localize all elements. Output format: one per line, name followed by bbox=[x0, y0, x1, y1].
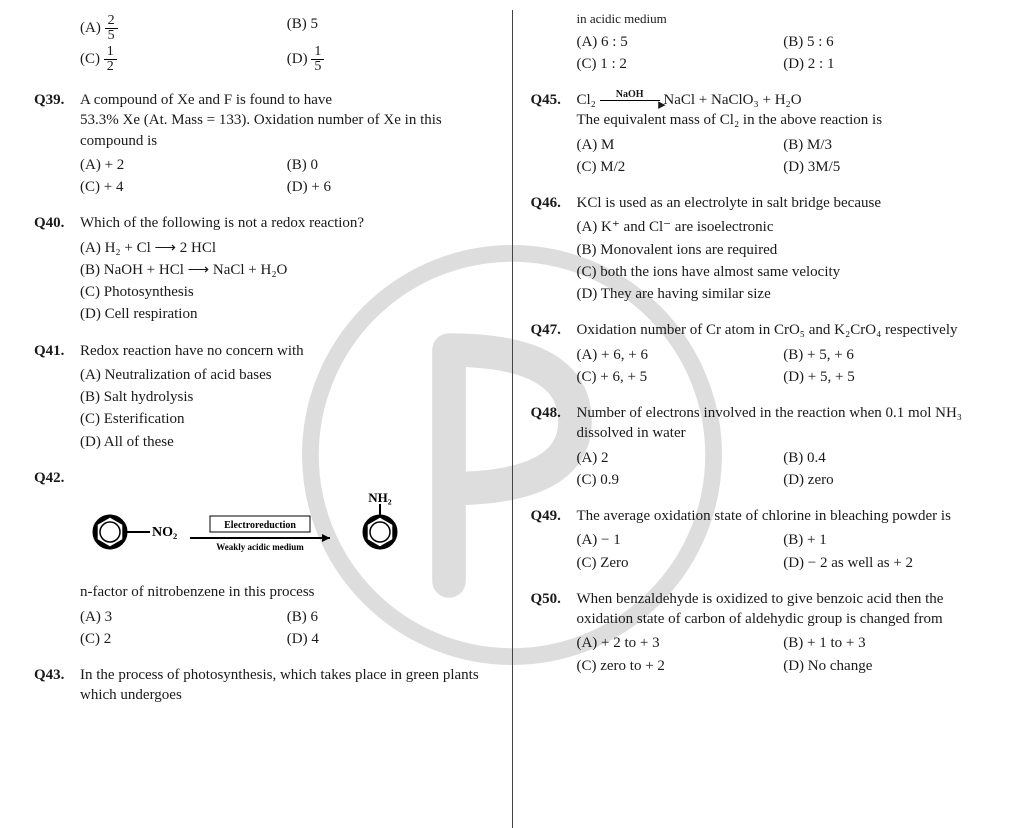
q47: Q47. Oxidation number of Cr atom in CrO₅… bbox=[530, 320, 990, 389]
q47-opt-b: (B) + 5, + 6 bbox=[783, 345, 990, 365]
q46-text: KCl is used as an electrolyte in salt br… bbox=[576, 193, 990, 213]
q48-opt-d: (D) zero bbox=[783, 470, 990, 490]
q50-opt-c: (C) zero to + 2 bbox=[576, 656, 783, 676]
q46-opt-a: (A) K⁺ and Cl⁻ are isoelectronic bbox=[576, 217, 990, 237]
q46-opt-c: (C) both the ions have almost same veloc… bbox=[576, 262, 990, 282]
q42-label: Q42. bbox=[34, 468, 80, 488]
q50: Q50. When benzaldehyde is oxidized to gi… bbox=[530, 589, 990, 678]
q41-label: Q41. bbox=[34, 341, 80, 361]
q40-opt-c: (C) Photosynthesis bbox=[80, 282, 494, 302]
q42: Q42. NO₂ Electrored bbox=[34, 468, 494, 651]
q49-opt-d: (D) − 2 as well as + 2 bbox=[783, 553, 990, 573]
q47-label: Q47. bbox=[530, 320, 576, 340]
q39-label: Q39. bbox=[34, 90, 80, 110]
q39-text: A compound of Xe and F is found to have … bbox=[80, 90, 494, 151]
q50-text: When benzaldehyde is oxidized to give be… bbox=[576, 589, 990, 630]
q38-opt-d: (D) 15 bbox=[287, 45, 494, 74]
q50-opt-b: (B) + 1 to + 3 bbox=[783, 633, 990, 653]
q48-opt-b: (B) 0.4 bbox=[783, 448, 990, 468]
q48-opt-c: (C) 0.9 bbox=[576, 470, 783, 490]
svg-text:NH₂: NH₂ bbox=[368, 492, 392, 505]
q42-opt-c: (C) 2 bbox=[80, 629, 287, 649]
q48-opt-a: (A) 2 bbox=[576, 448, 783, 468]
q41-opt-c: (C) Esterification bbox=[80, 409, 494, 429]
q46-opt-b: (B) Monovalent ions are required bbox=[576, 240, 990, 260]
left-column: (A) 25 (B) 5 (C) 12 (D) 15 Q3 bbox=[20, 10, 508, 828]
q46: Q46. KCl is used as an electrolyte in sa… bbox=[530, 193, 990, 306]
q42-caption: n-factor of nitrobenzene in this process bbox=[80, 582, 494, 602]
q42-opt-d: (D) 4 bbox=[287, 629, 494, 649]
q40-text: Which of the following is not a redox re… bbox=[80, 213, 494, 233]
q39-opt-d: (D) + 6 bbox=[287, 177, 494, 197]
q38-opt-b: (B) 5 bbox=[287, 14, 494, 43]
q47-opt-a: (A) + 6, + 6 bbox=[576, 345, 783, 365]
q49-opt-a: (A) − 1 bbox=[576, 530, 783, 550]
q46-opt-d: (D) They are having similar size bbox=[576, 284, 990, 304]
q41-text: Redox reaction have no concern with bbox=[80, 341, 494, 361]
q48-text: Number of electrons involved in the reac… bbox=[576, 403, 990, 444]
q45-text: Cl₂ NaOH ▸ NaCl + NaClO₃ + H₂O The equiv… bbox=[576, 90, 990, 131]
q39-opt-c: (C) + 4 bbox=[80, 177, 287, 197]
q39-opt-b: (B) 0 bbox=[287, 155, 494, 175]
q45: Q45. Cl₂ NaOH ▸ NaCl + NaClO₃ + H₂O The … bbox=[530, 90, 990, 179]
q46-label: Q46. bbox=[530, 193, 576, 213]
q49-label: Q49. bbox=[530, 506, 576, 526]
q45-opt-a: (A) M bbox=[576, 135, 783, 155]
q48-label: Q48. bbox=[530, 403, 576, 423]
q42-opt-b: (B) 6 bbox=[287, 607, 494, 627]
q39-opt-a: (A) + 2 bbox=[80, 155, 287, 175]
q49-opt-b: (B) + 1 bbox=[783, 530, 990, 550]
q44-fragtext: in acidic medium bbox=[576, 10, 990, 28]
q50-label: Q50. bbox=[530, 589, 576, 609]
q43: Q43. In the process of photosynthesis, w… bbox=[34, 665, 494, 706]
q42-reaction-diagram: NO₂ Electroreduction Weakly acidic mediu… bbox=[80, 492, 494, 578]
q50-opt-a: (A) + 2 to + 3 bbox=[576, 633, 783, 653]
q43-label: Q43. bbox=[34, 665, 80, 685]
q38-opt-a: (A) 25 bbox=[80, 14, 287, 43]
q41: Q41. Redox reaction have no concern with… bbox=[34, 341, 494, 454]
q50-opt-d: (D) No change bbox=[783, 656, 990, 676]
q38-options-fragment: (A) 25 (B) 5 (C) 12 (D) 15 bbox=[34, 14, 494, 76]
q42-box-text: Electroreduction bbox=[224, 520, 296, 531]
right-column: in acidic medium (A) 6 : 5 (B) 5 : 6 (C)… bbox=[516, 10, 1004, 828]
q45-opt-d: (D) 3M/5 bbox=[783, 157, 990, 177]
q49-text: The average oxidation state of chlorine … bbox=[576, 506, 990, 526]
column-divider bbox=[512, 10, 513, 828]
svg-text:NO₂: NO₂ bbox=[152, 525, 177, 540]
q40: Q40. Which of the following is not a red… bbox=[34, 213, 494, 326]
q49: Q49. The average oxidation state of chlo… bbox=[530, 506, 990, 575]
q49-opt-c: (C) Zero bbox=[576, 553, 783, 573]
q41-opt-b: (B) Salt hydrolysis bbox=[80, 387, 494, 407]
page: (A) 25 (B) 5 (C) 12 (D) 15 Q3 bbox=[0, 0, 1024, 828]
q47-opt-c: (C) + 6, + 5 bbox=[576, 367, 783, 387]
q38-opt-c: (C) 12 bbox=[80, 45, 287, 74]
q39: Q39. A compound of Xe and F is found to … bbox=[34, 90, 494, 199]
q47-opt-d: (D) + 5, + 5 bbox=[783, 367, 990, 387]
q44-opt-a: (A) 6 : 5 bbox=[576, 32, 783, 52]
q44-fragment: in acidic medium (A) 6 : 5 (B) 5 : 6 (C)… bbox=[530, 10, 990, 76]
q45-label: Q45. bbox=[530, 90, 576, 110]
q44-opt-c: (C) 1 : 2 bbox=[576, 54, 783, 74]
q44-opt-b: (B) 5 : 6 bbox=[783, 32, 990, 52]
q44-opt-d: (D) 2 : 1 bbox=[783, 54, 990, 74]
q42-sub-text: Weakly acidic medium bbox=[216, 542, 304, 552]
q40-opt-a: (A) H₂ + Cl ⟶ 2 HCl bbox=[80, 238, 494, 258]
q41-opt-a: (A) Neutralization of acid bases bbox=[80, 365, 494, 385]
q48: Q48. Number of electrons involved in the… bbox=[530, 403, 990, 492]
q40-opt-b: (B) NaOH + HCl ⟶ NaCl + H₂O bbox=[80, 260, 494, 280]
q45-opt-c: (C) M/2 bbox=[576, 157, 783, 177]
q43-text: In the process of photosynthesis, which … bbox=[80, 665, 494, 706]
q40-label: Q40. bbox=[34, 213, 80, 233]
q47-text: Oxidation number of Cr atom in CrO₅ and … bbox=[576, 320, 990, 340]
q40-opt-d: (D) Cell respiration bbox=[80, 304, 494, 324]
q42-opt-a: (A) 3 bbox=[80, 607, 287, 627]
q41-opt-d: (D) All of these bbox=[80, 432, 494, 452]
q45-opt-b: (B) M/3 bbox=[783, 135, 990, 155]
